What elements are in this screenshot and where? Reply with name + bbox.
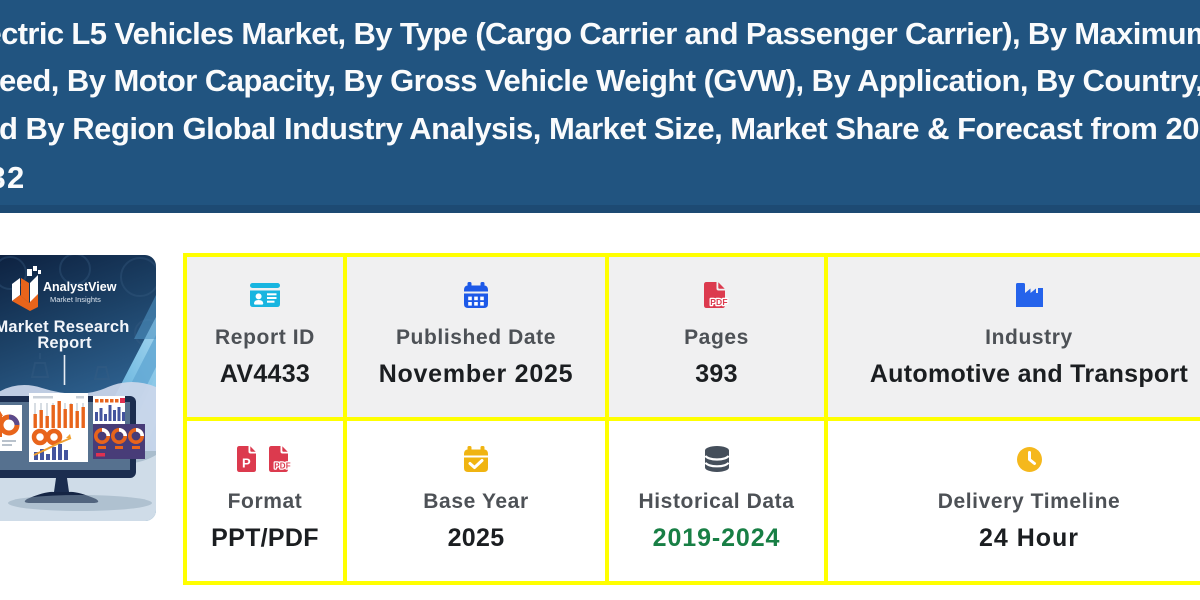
svg-text:PDF: PDF (710, 297, 728, 307)
svg-text:AnalystView: AnalystView (43, 280, 117, 294)
svg-text:Market Insights: Market Insights (50, 295, 101, 304)
svg-text:Market Research: Market Research (0, 318, 130, 336)
svg-text:P: P (242, 456, 251, 471)
svg-text:PDF: PDF (274, 462, 291, 471)
svg-text:Report: Report (37, 334, 92, 352)
